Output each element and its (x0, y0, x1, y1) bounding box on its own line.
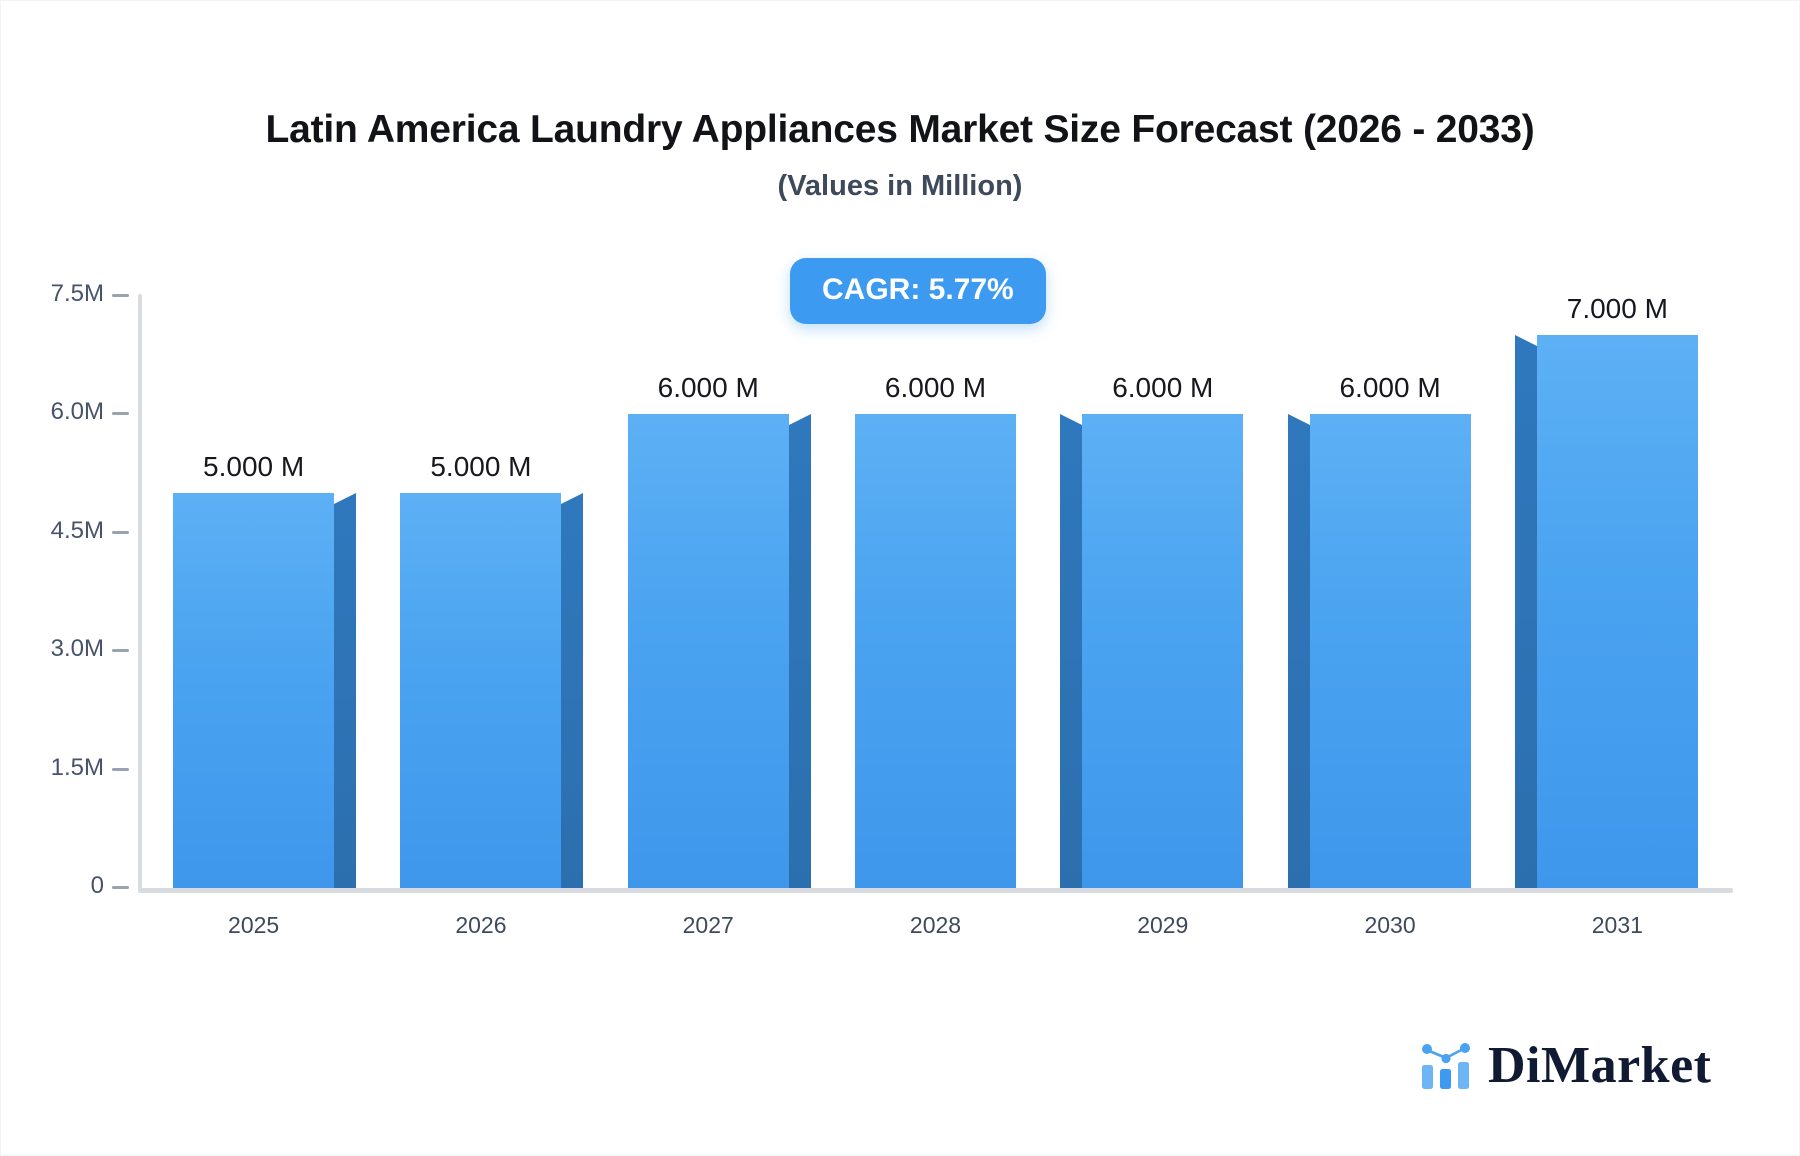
bar[interactable]: 6.000 M (1287, 372, 1471, 888)
x-axis-label: 2030 (1364, 912, 1416, 938)
bar-3d-bevel (1514, 335, 1537, 347)
y-axis-tick-mark (112, 412, 129, 416)
bar-3d-side (1060, 425, 1083, 888)
logo-text: DiMarket (1488, 1037, 1712, 1094)
bar-value-label: 6.000 M (1112, 372, 1214, 404)
bar-3d-side (788, 425, 811, 888)
x-axis-label: 2025 (228, 912, 280, 938)
x-axis-label: 2028 (909, 912, 962, 938)
bar-value-label: 5.000 M (430, 451, 532, 483)
x-axis-line (138, 888, 1733, 893)
bar-face (855, 414, 1016, 888)
x-axis-label: 2029 (1137, 912, 1189, 938)
bar-3d-bevel (1287, 414, 1310, 426)
y-axis-line (138, 294, 142, 892)
bar-3d-side (1287, 425, 1310, 888)
x-axis-label: 2026 (455, 912, 507, 938)
cagr-badge: CAGR: 5.77% (790, 258, 1046, 324)
y-axis-tick-label: 6.0M (50, 398, 104, 426)
y-axis-tick-label: 0 (90, 872, 104, 899)
bar-3d-bevel (561, 493, 584, 505)
bar[interactable]: 6.000 M (855, 372, 1016, 888)
page-title: Latin America Laundry Appliances Market … (265, 108, 1535, 151)
bar-3d-side (334, 504, 357, 888)
bar-3d-bevel (788, 414, 811, 426)
bar-value-label: 6.000 M (657, 372, 759, 404)
bar-3d-side (561, 504, 584, 888)
bar-face (1309, 414, 1471, 888)
bar-value-label: 6.000 M (884, 372, 987, 404)
x-axis-label: 2027 (682, 912, 734, 938)
bar[interactable]: 6.000 M (1060, 372, 1244, 888)
bar[interactable]: 5.000 M (400, 451, 584, 888)
y-axis-tick-mark (112, 886, 129, 889)
y-axis-tick-label: 7.5M (50, 280, 104, 307)
bar-face (400, 493, 562, 888)
bar-face (1082, 414, 1244, 888)
bar[interactable]: 6.000 M (627, 372, 811, 888)
y-axis-tick-mark (112, 649, 129, 653)
bar[interactable]: 7.000 M (1514, 293, 1698, 888)
bar-3d-side (1514, 346, 1537, 888)
y-axis-tick-label: 4.5M (50, 516, 104, 544)
bar-3d-bevel (1060, 414, 1083, 426)
y-axis-tick-label: 1.5M (50, 753, 104, 781)
chart-subtitle: (Values in Million) (777, 170, 1023, 202)
bar-chart-icon (1418, 1040, 1474, 1092)
dimarket-logo: DiMarket (1418, 1040, 1711, 1092)
bar-value-label: 5.000 M (203, 451, 305, 483)
y-axis-tick-mark (112, 294, 129, 297)
y-axis-tick-mark (112, 530, 129, 534)
bar-value-label: 6.000 M (1339, 372, 1441, 404)
bar[interactable]: 5.000 M (173, 451, 357, 888)
bar-face (173, 493, 335, 888)
bar-value-label: 7.000 M (1566, 293, 1668, 325)
y-axis-tick-mark (112, 767, 129, 771)
y-axis-tick-label: 3.0M (50, 635, 104, 663)
bar-face (1536, 335, 1698, 888)
bar-face (627, 414, 789, 888)
x-axis-label: 2031 (1591, 912, 1643, 938)
bar-3d-bevel (334, 493, 357, 505)
